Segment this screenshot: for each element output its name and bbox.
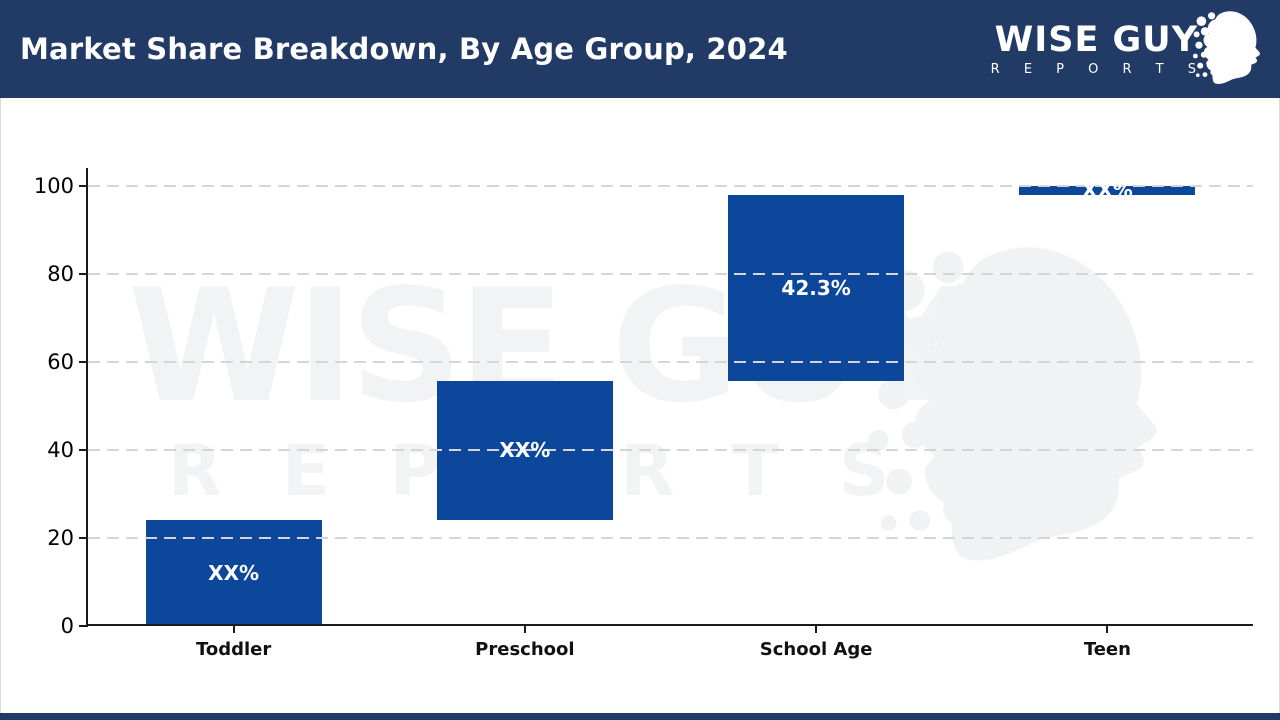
x-tick-2 <box>815 626 818 633</box>
bar-value-label: 42.3% <box>781 275 851 300</box>
y-tick-60 <box>79 361 87 363</box>
brand-subtitle: R E P O R T S <box>990 62 1206 77</box>
x-tick-label-1: Preschool <box>475 639 575 660</box>
y-tick-40 <box>79 449 87 451</box>
page-title: Market Share Breakdown, By Age Group, 20… <box>20 32 788 66</box>
gridline-60 <box>88 361 1253 363</box>
y-tick-100 <box>79 185 87 187</box>
x-axis-line <box>86 624 1253 626</box>
plot-area: XX% XX% 42.3% XX% <box>88 178 1253 626</box>
bar-school-age <box>728 194 905 381</box>
y-tick-label-60: 60 <box>47 350 74 374</box>
y-tick-0 <box>79 625 87 627</box>
gridline-20 <box>88 537 1253 539</box>
y-tick-label-20: 20 <box>47 526 74 550</box>
brand-logo: WISE GUY R E P O R T S <box>987 8 1266 92</box>
x-tick-label-0: Toddler <box>195 639 272 660</box>
x-tick-3 <box>1106 626 1109 633</box>
brand-name: WISE GUY <box>994 20 1199 60</box>
bar-value-label: XX% <box>1081 178 1133 203</box>
gridline-80 <box>88 273 1253 275</box>
brand-logo-text: WISE GUY R E P O R T S <box>987 20 1206 78</box>
brand-face-icon <box>1193 11 1260 84</box>
gridline-40 <box>88 449 1253 451</box>
x-tick-0 <box>232 626 235 633</box>
x-tick-label-2: School Age <box>759 639 873 660</box>
y-tick-label-100: 100 <box>33 174 74 198</box>
bar-value-label: XX% <box>499 438 551 463</box>
bar-teen <box>1019 186 1196 195</box>
y-tick-label-80: 80 <box>47 262 74 286</box>
y-tick-80 <box>79 273 87 275</box>
gridline-100 <box>88 185 1253 187</box>
header-bar: Market Share Breakdown, By Age Group, 20… <box>0 0 1280 98</box>
footer-bar <box>0 713 1280 720</box>
x-tick-1 <box>523 626 526 633</box>
y-tick-label-0: 0 <box>60 614 74 638</box>
bar-value-label: XX% <box>208 560 260 585</box>
y-tick-label-40: 40 <box>47 438 74 462</box>
y-axis-line <box>86 168 88 627</box>
y-tick-20 <box>79 537 87 539</box>
x-tick-label-3: Teen <box>1083 639 1131 660</box>
